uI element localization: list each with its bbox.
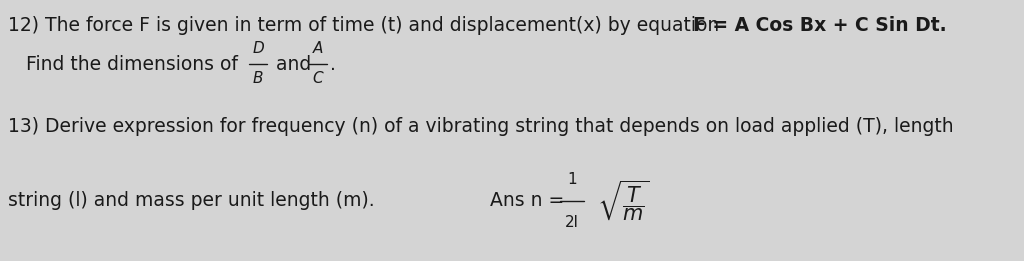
Text: Ans n =: Ans n =: [490, 192, 570, 211]
Text: .: .: [330, 55, 336, 74]
Text: B: B: [253, 71, 263, 86]
Text: string (l) and mass per unit length (m).: string (l) and mass per unit length (m).: [8, 192, 375, 211]
Text: C: C: [312, 71, 324, 86]
Text: D: D: [252, 41, 264, 56]
Text: A: A: [312, 41, 324, 56]
Text: 2l: 2l: [565, 215, 579, 230]
Text: 12) The force F is given in term of time (t) and displacement(x) by equation: 12) The force F is given in term of time…: [8, 16, 725, 35]
Text: 1: 1: [567, 172, 577, 187]
Text: $\sqrt{\dfrac{T}{m}}$: $\sqrt{\dfrac{T}{m}}$: [597, 179, 650, 223]
Text: Find the dimensions of: Find the dimensions of: [8, 55, 244, 74]
Text: F = A Cos Bx + C Sin Dt.: F = A Cos Bx + C Sin Dt.: [693, 16, 946, 35]
Text: 13) Derive expression for frequency (n) of a vibrating string that depends on lo: 13) Derive expression for frequency (n) …: [8, 116, 953, 135]
Text: and: and: [270, 55, 311, 74]
